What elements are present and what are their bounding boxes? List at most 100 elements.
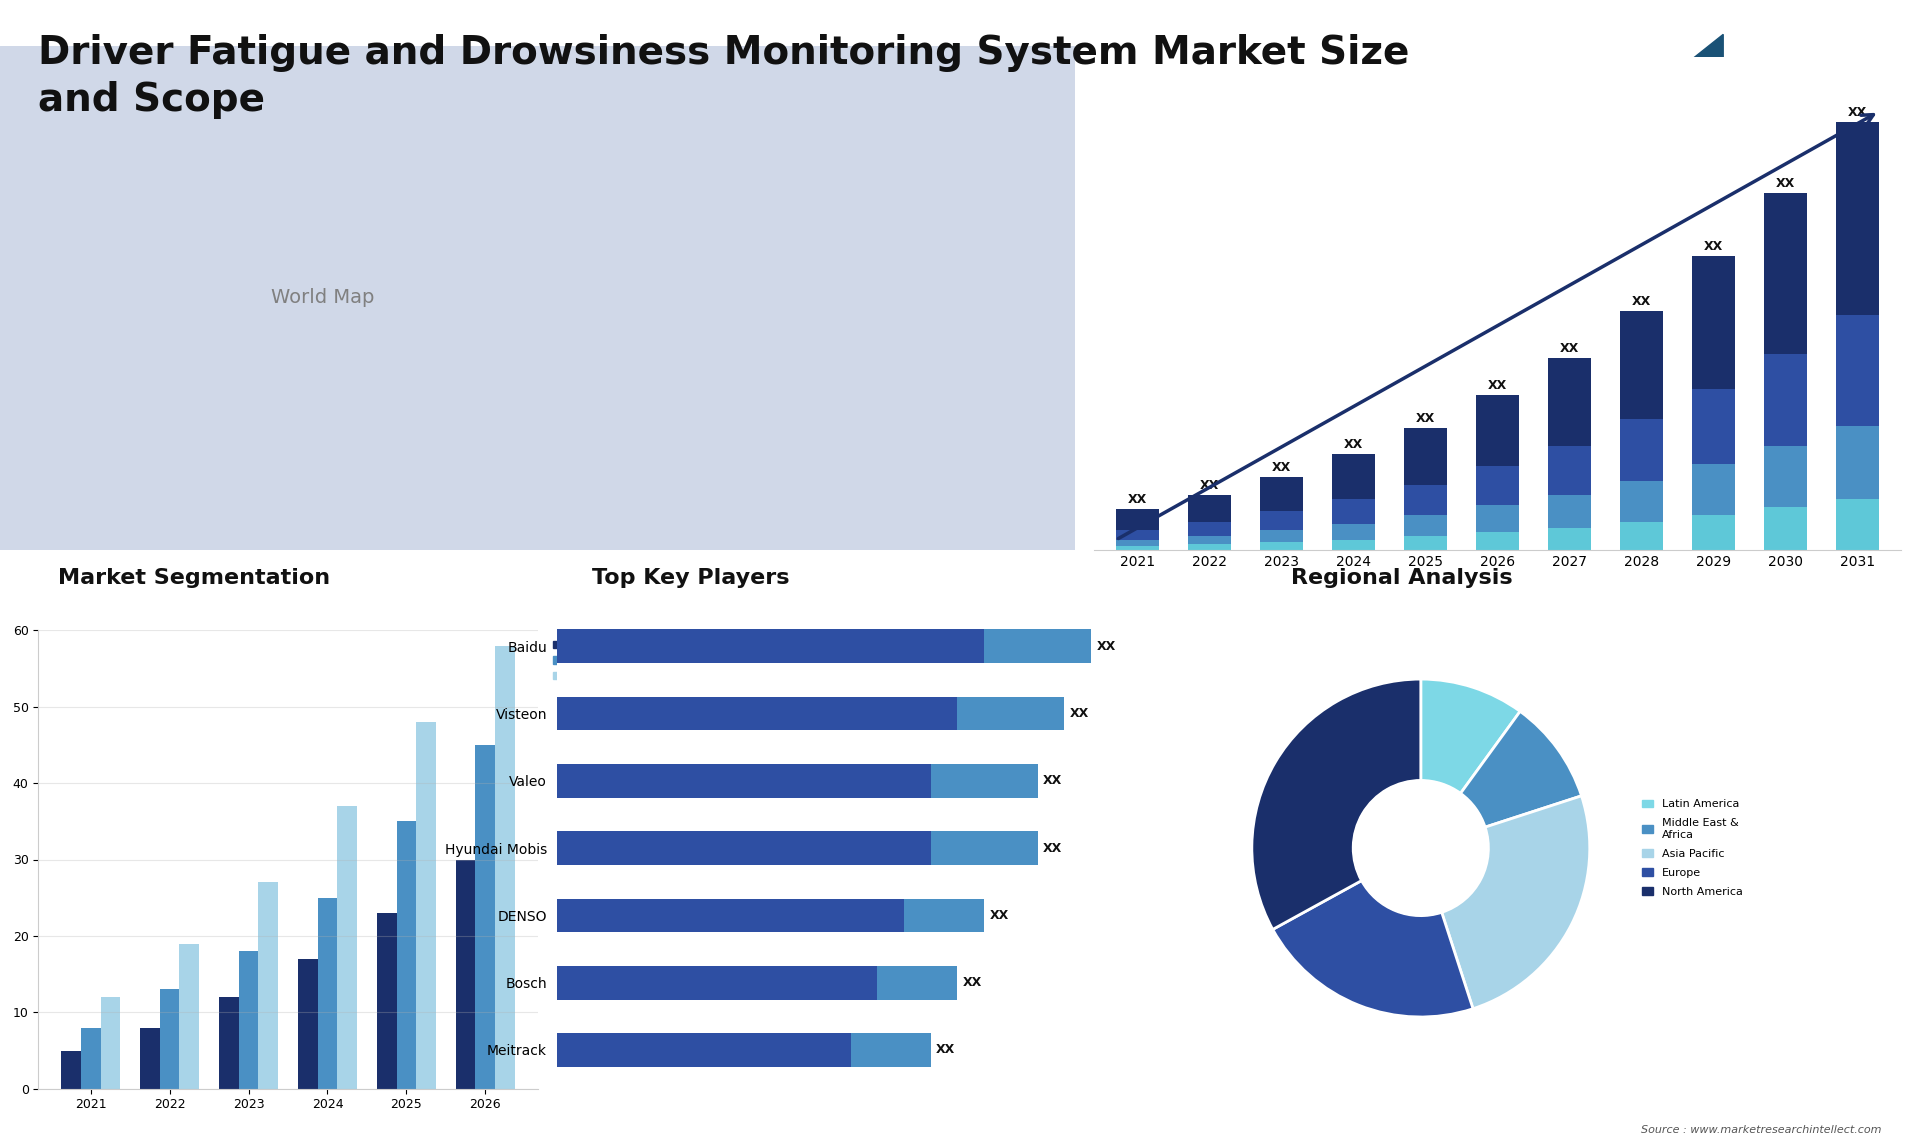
- Bar: [1476, 532, 1519, 550]
- Wedge shape: [1461, 712, 1582, 827]
- Text: Driver Fatigue and Drowsiness Monitoring System Market Size
and Scope: Driver Fatigue and Drowsiness Monitoring…: [38, 34, 1409, 119]
- Text: Market Segmentation: Market Segmentation: [58, 568, 330, 588]
- Bar: [1116, 509, 1160, 529]
- Bar: [1188, 536, 1231, 544]
- Wedge shape: [1442, 795, 1590, 1008]
- Bar: [1260, 511, 1304, 529]
- Text: Top Key Players: Top Key Players: [593, 568, 789, 588]
- Bar: [1332, 454, 1375, 499]
- Text: XX: XX: [1632, 296, 1651, 308]
- Legend: Latin America, Middle East &
Africa, Asia Pacific, Europe, North America: Latin America, Middle East & Africa, Asi…: [1638, 795, 1747, 901]
- Circle shape: [1354, 780, 1488, 916]
- Bar: [455, 860, 476, 1089]
- Wedge shape: [1273, 880, 1473, 1017]
- Bar: [159, 989, 179, 1089]
- Bar: [1764, 193, 1807, 354]
- Bar: [1692, 464, 1736, 516]
- Text: XX: XX: [962, 976, 983, 989]
- Bar: [931, 764, 1037, 798]
- Text: MARKET
RESEARCH
INTELLECT: MARKET RESEARCH INTELLECT: [1751, 63, 1818, 96]
- Text: XX: XX: [1069, 707, 1089, 720]
- Bar: [1836, 315, 1880, 425]
- Bar: [904, 898, 985, 932]
- Text: XX: XX: [1847, 105, 1868, 118]
- Bar: [376, 913, 397, 1089]
- Text: XX: XX: [1559, 343, 1580, 355]
- Bar: [1332, 524, 1375, 540]
- Polygon shape: [1622, 34, 1722, 115]
- Bar: [1116, 545, 1160, 550]
- Text: XX: XX: [1043, 775, 1062, 787]
- Bar: [61, 1051, 81, 1089]
- Bar: [100, 997, 121, 1089]
- Bar: [1404, 427, 1448, 485]
- Bar: [557, 629, 985, 662]
- Bar: [317, 897, 338, 1089]
- Bar: [1692, 516, 1736, 550]
- Bar: [1332, 540, 1375, 550]
- Text: Source : www.marketresearchintellect.com: Source : www.marketresearchintellect.com: [1642, 1124, 1882, 1135]
- Wedge shape: [1252, 680, 1421, 929]
- Text: Regional Analysis: Regional Analysis: [1290, 568, 1513, 588]
- Bar: [1764, 508, 1807, 550]
- Bar: [476, 745, 495, 1089]
- Bar: [1260, 477, 1304, 511]
- Text: XX: XX: [1127, 493, 1148, 507]
- Bar: [140, 1028, 159, 1089]
- Bar: [1332, 499, 1375, 524]
- Bar: [238, 951, 259, 1089]
- Bar: [1620, 312, 1663, 419]
- Bar: [1404, 536, 1448, 550]
- Bar: [1116, 529, 1160, 540]
- Bar: [1476, 395, 1519, 466]
- Text: XX: XX: [1415, 411, 1436, 424]
- Bar: [557, 966, 877, 999]
- Text: XX: XX: [1271, 461, 1292, 473]
- Text: XX: XX: [1703, 241, 1724, 253]
- Bar: [81, 1028, 100, 1089]
- Polygon shape: [1665, 63, 1722, 115]
- Bar: [557, 697, 958, 730]
- Bar: [557, 898, 904, 932]
- Bar: [851, 1034, 931, 1067]
- Bar: [1476, 466, 1519, 505]
- Legend: Type, Application, Geography: Type, Application, Geography: [547, 636, 639, 685]
- Bar: [298, 959, 317, 1089]
- Bar: [1836, 121, 1880, 315]
- Bar: [1548, 359, 1592, 446]
- Bar: [877, 966, 958, 999]
- Bar: [1188, 521, 1231, 536]
- Bar: [557, 831, 931, 865]
- Bar: [1548, 527, 1592, 550]
- Text: XX: XX: [989, 909, 1008, 921]
- Bar: [259, 882, 278, 1089]
- Bar: [219, 997, 238, 1089]
- Bar: [1476, 505, 1519, 532]
- Bar: [1620, 419, 1663, 480]
- Text: XX: XX: [1488, 379, 1507, 392]
- Bar: [417, 722, 436, 1089]
- Bar: [1620, 521, 1663, 550]
- Bar: [1116, 540, 1160, 545]
- Bar: [1404, 516, 1448, 536]
- Bar: [1260, 542, 1304, 550]
- Text: XX: XX: [937, 1044, 956, 1057]
- Bar: [557, 1034, 851, 1067]
- Text: XX: XX: [1200, 479, 1219, 492]
- Bar: [1188, 495, 1231, 521]
- Bar: [397, 822, 417, 1089]
- Bar: [1548, 495, 1592, 527]
- Text: World Map: World Map: [271, 289, 374, 307]
- Bar: [1188, 544, 1231, 550]
- Text: XX: XX: [1096, 639, 1116, 652]
- Bar: [338, 806, 357, 1089]
- Bar: [1260, 529, 1304, 542]
- Bar: [1548, 446, 1592, 495]
- Bar: [985, 629, 1091, 662]
- Bar: [495, 645, 515, 1089]
- Text: XX: XX: [1776, 176, 1795, 190]
- Bar: [958, 697, 1064, 730]
- Bar: [1692, 388, 1736, 464]
- Wedge shape: [1421, 680, 1521, 793]
- Bar: [1404, 485, 1448, 516]
